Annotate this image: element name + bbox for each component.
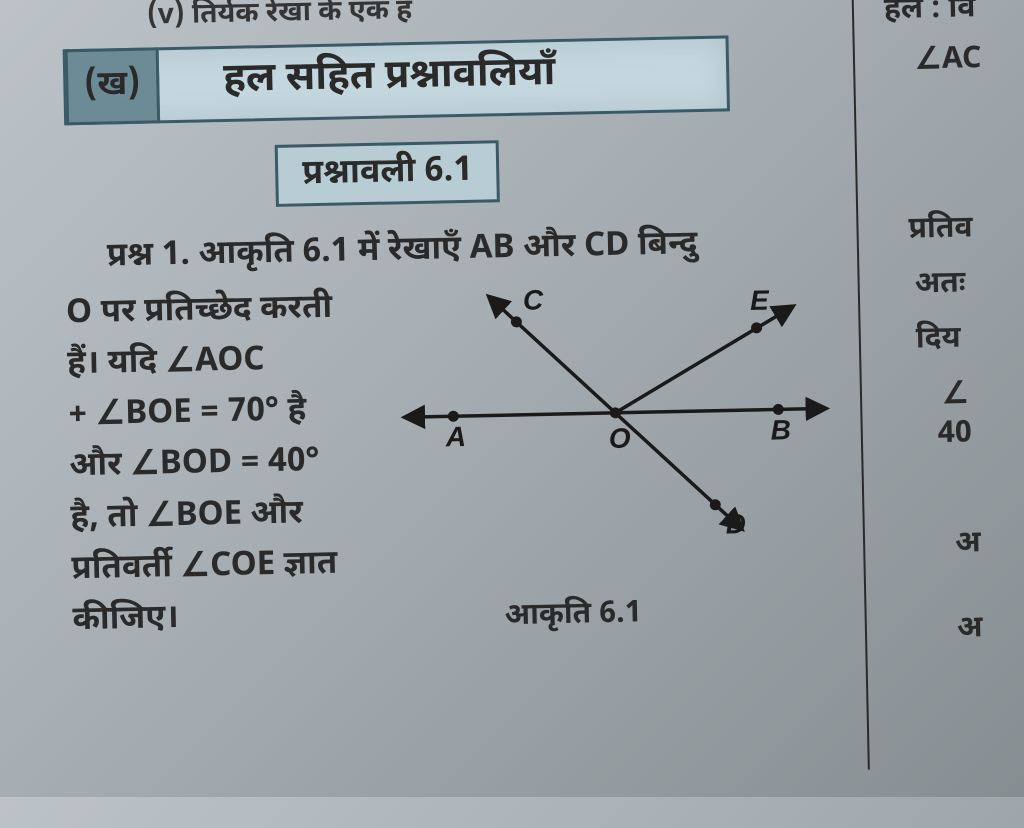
label-C: C: [523, 284, 545, 315]
figure-caption: आकृति 6.1: [504, 595, 642, 637]
right-fragment-1: हल : वि: [884, 0, 976, 31]
right-fragment-6: ∠: [942, 375, 970, 416]
exercise-title: प्रश्नावली 6.1: [275, 140, 501, 207]
right-fragment-7: 40: [937, 415, 972, 455]
question-body: O पर प्रतिच्छेद करती हैं। यदि ∠AOC + ∠BO…: [66, 283, 383, 647]
question-line-1: O पर प्रतिच्छेद करती: [66, 283, 377, 341]
right-fragment-3: प्रतिव: [908, 210, 973, 250]
label-D: D: [725, 508, 746, 539]
right-fragment-5: दिय: [915, 321, 961, 361]
figure-svg: A B O C D E: [377, 253, 854, 593]
question-line-2: हैं। यदि ∠AOC: [67, 334, 378, 392]
label-O: O: [609, 423, 632, 454]
question-line-5: है, तो ∠BOE और: [70, 487, 381, 545]
section-label: (ख): [84, 64, 141, 109]
right-column: हल : वि ∠AC प्रतिव अतः दिय ∠ 40 अ अ: [851, 0, 1020, 770]
question-line-7: कीजिए।: [72, 590, 383, 648]
right-fragment-9: अ: [957, 610, 983, 650]
section-title: हल सहित प्रश्नावलियाँ: [223, 49, 556, 108]
question-line-6: प्रतिवर्ती ∠COE ज्ञात: [71, 538, 382, 596]
label-E: E: [750, 285, 771, 316]
right-fragment-8: अ: [955, 525, 981, 565]
previous-item-fragment: (v) तिर्यक रेखा के एक ह: [147, 0, 413, 36]
right-fragment-2: ∠AC: [915, 40, 982, 81]
page: (v) तिर्यक रेखा के एक ह (ख) हल सहित प्रश…: [0, 0, 1024, 828]
section-label-box: (ख): [65, 47, 161, 125]
label-A: A: [444, 421, 466, 452]
question-line-3: + ∠BOE = 70° है: [68, 385, 379, 443]
figure-6-1: A B O C D E: [377, 253, 854, 593]
label-B: B: [770, 414, 791, 445]
question-line-4: और ∠BOD = 40°: [69, 436, 380, 494]
ray-OE: [613, 309, 790, 413]
right-fragment-4: अतः: [914, 265, 965, 305]
